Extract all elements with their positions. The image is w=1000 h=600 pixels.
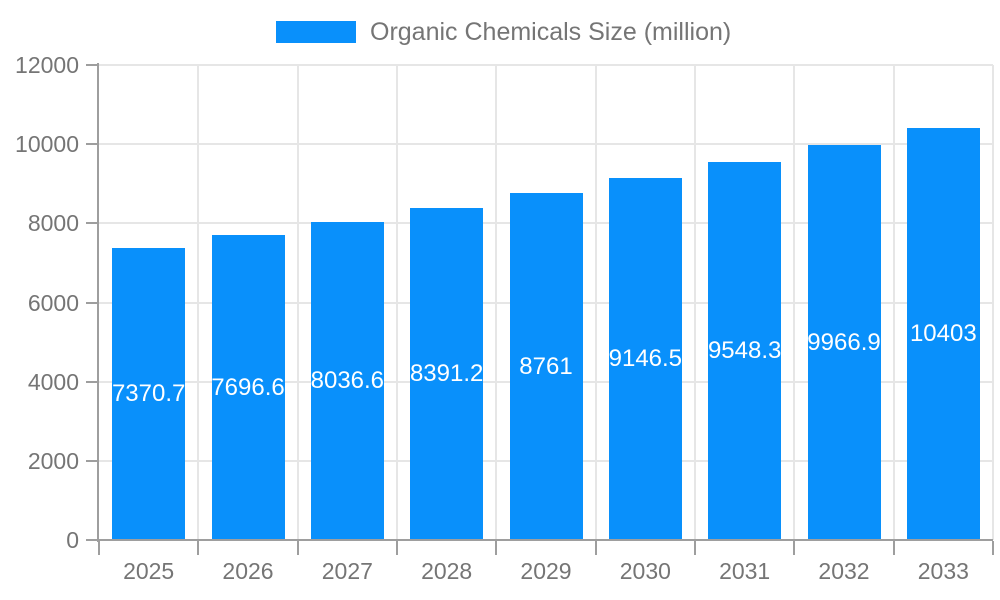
y-tick xyxy=(86,380,97,383)
bar: 7696.6 xyxy=(211,235,285,540)
x-tick xyxy=(594,541,597,555)
y-tick-label: 10000 xyxy=(15,131,79,158)
legend-swatch xyxy=(276,21,356,43)
y-tick xyxy=(86,64,97,66)
bar: 8761 xyxy=(509,193,583,540)
x-tick xyxy=(197,541,200,555)
x-tick xyxy=(495,541,498,555)
bar-value-label: 7696.6 xyxy=(211,373,285,401)
bar: 7370.7 xyxy=(112,248,185,540)
v-gridline xyxy=(694,65,696,540)
x-tick-label: 2033 xyxy=(917,558,969,584)
v-gridline xyxy=(197,65,200,540)
bar: 9548.3 xyxy=(708,162,781,540)
x-tick-label: 2030 xyxy=(619,558,671,584)
v-gridline xyxy=(594,65,597,540)
y-tick-label: 12000 xyxy=(15,52,79,78)
bar-value-label: 8036.6 xyxy=(310,366,385,394)
x-tick-label: 2031 xyxy=(719,558,771,584)
bar-value-label: 9548.3 xyxy=(707,337,782,364)
bar: 8391.2 xyxy=(409,207,484,540)
x-tick xyxy=(892,541,895,555)
x-tick-label: 2032 xyxy=(818,558,870,584)
bar: 9146.5 xyxy=(608,177,683,540)
y-tick xyxy=(86,301,97,304)
v-gridline xyxy=(396,65,398,540)
legend-label: Organic Chemicals Size (million) xyxy=(370,18,732,46)
bar: 9966.9 xyxy=(807,145,881,540)
bar: 10403 xyxy=(906,128,980,540)
y-tick-label: 8000 xyxy=(27,210,79,237)
bar-value-label: 7370.7 xyxy=(111,380,186,408)
x-tick xyxy=(694,541,696,555)
v-gridline xyxy=(793,65,796,540)
x-tick xyxy=(793,541,796,555)
x-axis-line xyxy=(86,539,993,541)
x-tick xyxy=(98,541,100,555)
bar-value-label: 10403 xyxy=(909,320,977,348)
bar-value-label: 9966.9 xyxy=(807,328,881,356)
v-gridline xyxy=(296,65,299,540)
bar-value-label: 9146.5 xyxy=(608,344,683,372)
x-tick-label: 2026 xyxy=(222,558,274,584)
y-tick xyxy=(86,222,97,225)
y-tick-label: 2000 xyxy=(27,447,79,474)
h-gridline xyxy=(99,143,993,146)
h-gridline xyxy=(99,64,993,66)
x-tick-label: 2025 xyxy=(123,558,175,584)
y-tick-label: 6000 xyxy=(27,289,79,316)
bar-value-label: 8391.2 xyxy=(409,359,484,387)
bar-value-label: 8761 xyxy=(519,352,573,380)
x-tick xyxy=(396,541,398,555)
y-axis-line xyxy=(97,63,99,542)
x-tick-label: 2028 xyxy=(421,558,473,584)
x-tick xyxy=(992,541,994,555)
v-gridline xyxy=(495,65,498,540)
x-tick-label: 2027 xyxy=(321,558,373,584)
y-tick xyxy=(86,143,97,146)
y-tick-label: 4000 xyxy=(27,368,79,395)
v-gridline xyxy=(892,65,895,540)
y-tick xyxy=(86,459,97,462)
x-tick xyxy=(296,541,299,555)
x-tick-label: 2029 xyxy=(520,558,572,584)
chart-legend[interactable]: Organic Chemicals Size (million) xyxy=(276,19,731,45)
y-tick xyxy=(86,539,97,541)
bar: 8036.6 xyxy=(310,221,385,540)
y-tick-label: 0 xyxy=(66,527,79,553)
v-gridline xyxy=(992,65,994,540)
